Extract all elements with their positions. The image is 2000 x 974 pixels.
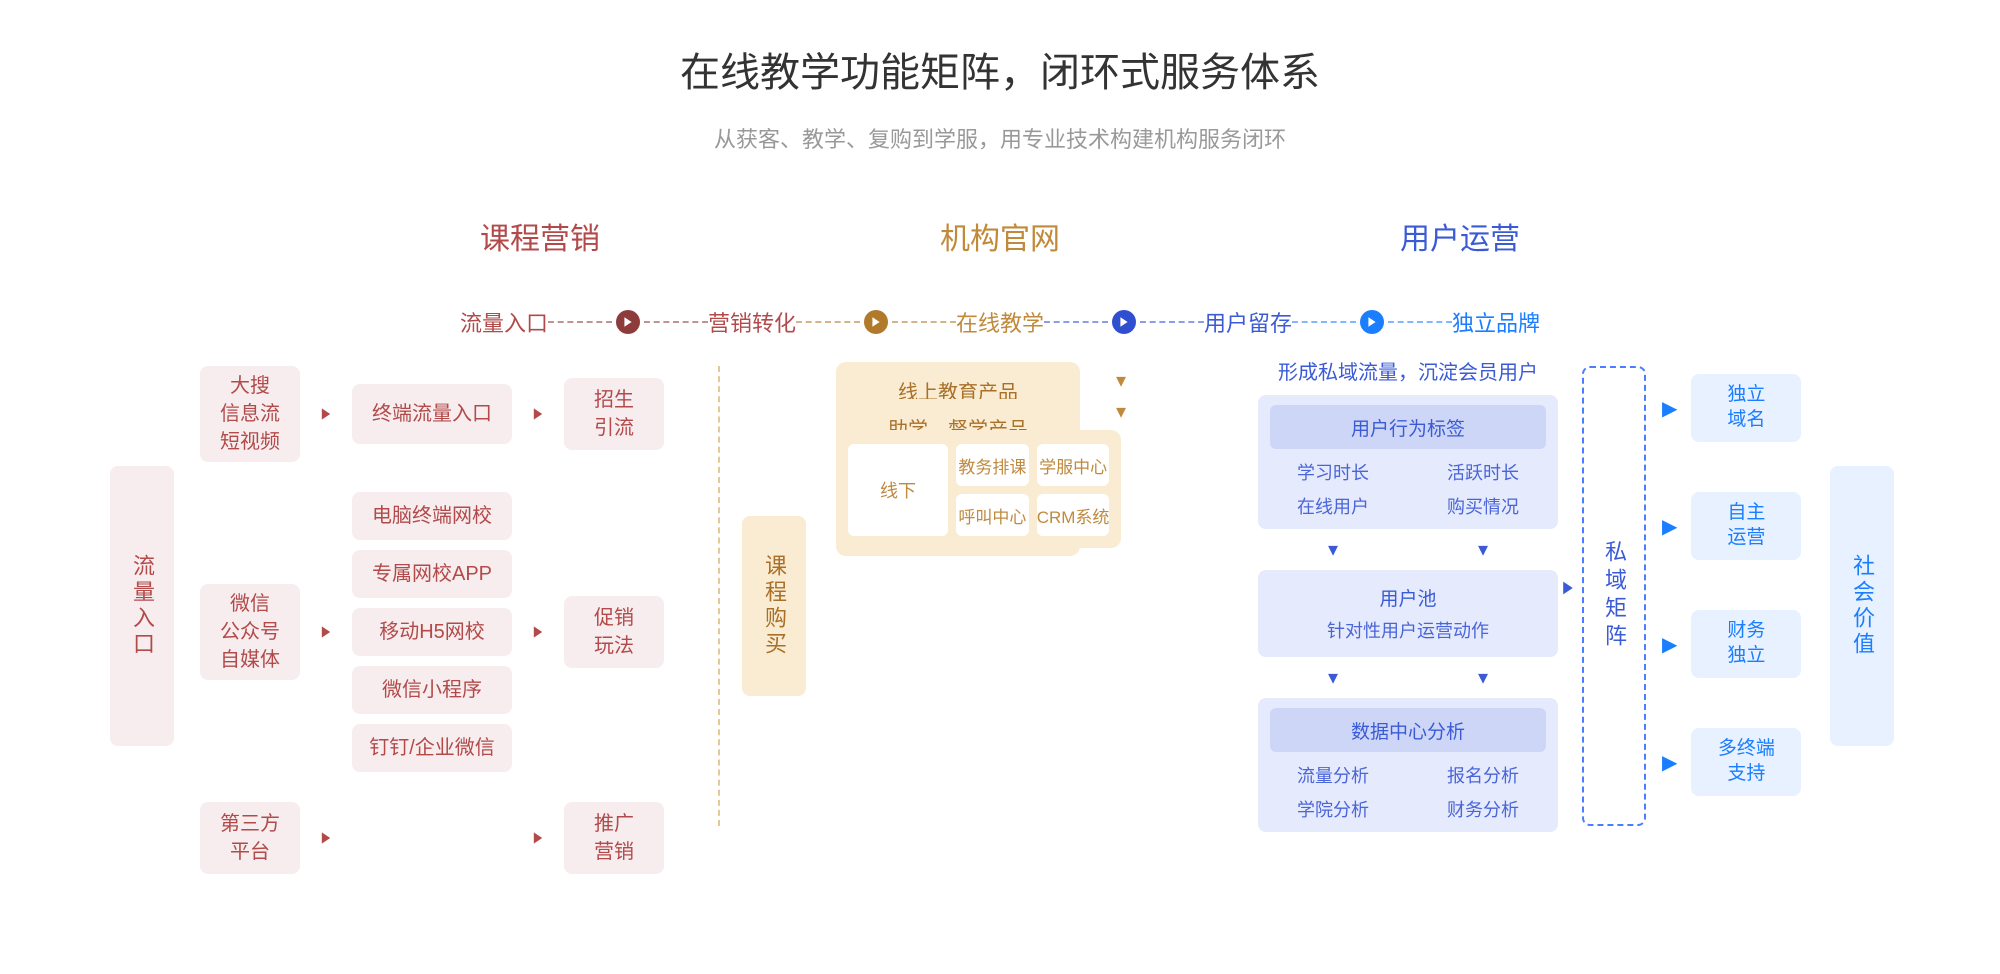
red-box: 专属网校APP — [352, 550, 512, 598]
blue-column: 形成私域流量，沉淀会员用户 用户行为标签 学习时长活跃时长在线用户购买情况 ▾▾… — [1258, 356, 1558, 832]
down-arrows: ▾▾ — [1258, 665, 1558, 690]
blue-pool-title: 用户池 — [1270, 584, 1546, 611]
blue-item: 购买情况 — [1420, 493, 1546, 519]
chevron-right-icon — [314, 625, 338, 639]
blue-item: 流量分析 — [1270, 762, 1396, 788]
red-box: 第三方 平台 — [200, 802, 300, 874]
section-site: 机构官网 — [940, 214, 1060, 258]
blue-item: 财务分析 — [1420, 796, 1546, 822]
pillar-private-domain: 私域矩阵 — [1582, 366, 1646, 826]
brand-row: ▶ 独立 域名 — [1662, 374, 1801, 442]
pillar-purchase: 课程购买 — [742, 516, 806, 696]
blue-item: 活跃时长 — [1420, 459, 1546, 485]
stage-1: 营销转化 — [708, 306, 796, 338]
blue-outer-title: 形成私域流量，沉淀会员用户 — [1258, 356, 1558, 385]
blue-box-bottom: 数据中心分析 流量分析报名分析学院分析财务分析 — [1258, 698, 1558, 832]
section-marketing: 课程营销 — [480, 214, 600, 258]
chevron-right-icon — [526, 407, 550, 421]
stage-row: 流量入口 营销转化 在线教学 用户留存 独立品牌 — [0, 306, 2000, 338]
brand-column: ▶ 独立 域名 ▶ 自主 运营 ▶ 财务 独立 ▶ 多终端 支持 — [1662, 374, 1801, 796]
chevron-down-icon: ▾ — [1328, 665, 1338, 690]
red-box: 推广 营销 — [564, 802, 664, 874]
orange-column: 线上教育产品 在线直播录播课音频课公开课课程包在线题库 ▾▾ 助学、督学产品 作… — [836, 362, 1216, 430]
chevron-right-icon — [314, 407, 338, 421]
red-box: 招生 引流 — [564, 378, 664, 450]
offline-label: 线下 — [848, 444, 948, 536]
chevron-down-icon: ▾ — [1116, 399, 1126, 424]
chevron-right-icon: ▶ — [1662, 514, 1677, 539]
section-ops: 用户运营 — [1400, 214, 1520, 258]
chevron-right-icon: ▶ — [1662, 750, 1677, 775]
blue-pool: 用户池 针对性用户运营动作 — [1258, 570, 1558, 657]
sections-header: 课程营销 机构官网 用户运营 — [0, 214, 2000, 258]
red-box: 微信小程序 — [352, 666, 512, 714]
stage-arrow-2 — [1044, 310, 1204, 334]
red-box: 移动H5网校 — [352, 608, 512, 656]
chevron-down-icon: ▾ — [1328, 537, 1338, 562]
red-box: 钉钉/企业微信 — [352, 724, 512, 772]
red-box: 微信 公众号 自媒体 — [200, 584, 300, 680]
stage-3: 用户留存 — [1204, 306, 1292, 338]
brand-box: 自主 运营 — [1691, 492, 1801, 560]
chevron-right-icon — [526, 831, 550, 845]
chevron-down-icon: ▾ — [1116, 368, 1126, 393]
blue-item: 学院分析 — [1270, 796, 1396, 822]
blue-box-top: 用户行为标签 学习时长活跃时长在线用户购买情况 — [1258, 395, 1558, 529]
red-box: 电脑终端网校 — [352, 492, 512, 540]
orange-panel-offline: 线下 教务排课学服中心呼叫中心CRM系统 — [836, 430, 1121, 548]
red-row-0: 大搜 信息流 短视频 终端流量入口 招生 引流 — [200, 366, 664, 462]
stage-arrow-3 — [1292, 310, 1452, 334]
blue-pool-sub: 针对性用户运营动作 — [1270, 617, 1546, 643]
red-box: 促销 玩法 — [564, 596, 664, 668]
red-column: 大搜 信息流 短视频 终端流量入口 招生 引流 微信 公众号 自媒体 电脑终端网… — [200, 366, 664, 874]
chevron-right-icon — [1560, 580, 1576, 601]
page-title: 在线教学功能矩阵，闭环式服务体系 — [0, 0, 2000, 98]
brand-box: 独立 域名 — [1691, 374, 1801, 442]
brand-box: 财务 独立 — [1691, 610, 1801, 678]
stage-4: 独立品牌 — [1452, 306, 1540, 338]
stage-arrow-0 — [548, 310, 708, 334]
chevron-down-icon: ▾ — [1478, 665, 1488, 690]
blue-item: 学习时长 — [1270, 459, 1396, 485]
chevron-right-icon: ▶ — [1662, 396, 1677, 421]
chevron-right-icon: ▶ — [1662, 632, 1677, 657]
blue-item: 在线用户 — [1270, 493, 1396, 519]
orange-chip: 学服中心 — [1037, 444, 1110, 486]
brand-row: ▶ 自主 运营 — [1662, 492, 1801, 560]
page-subtitle: 从获客、教学、复购到学服，用专业技术构建机构服务闭环 — [0, 122, 2000, 154]
orange-chip: 教务排课 — [956, 444, 1029, 486]
diagram-body: 流量入口 课程购买 社会价值 私域矩阵 大搜 信息流 短视频 终端流量入口 招生 引流… — [0, 366, 2000, 886]
red-row-1: 微信 公众号 自媒体 电脑终端网校专属网校APP 移动H5网校微信小程序钉钉/企业… — [200, 492, 664, 772]
divider-line — [718, 366, 720, 826]
down-arrows: ▾▾ — [1258, 537, 1558, 562]
stage-2: 在线教学 — [956, 306, 1044, 338]
chevron-right-icon — [314, 831, 338, 845]
orange-chip: CRM系统 — [1037, 494, 1110, 536]
brand-row: ▶ 多终端 支持 — [1662, 728, 1801, 796]
brand-box: 多终端 支持 — [1691, 728, 1801, 796]
chevron-right-icon — [526, 625, 550, 639]
blue-item: 报名分析 — [1420, 762, 1546, 788]
pillar-social-value: 社会价值 — [1830, 466, 1894, 746]
stage-0: 流量入口 — [460, 306, 548, 338]
pillar-traffic-entry: 流量入口 — [110, 466, 174, 746]
chevron-down-icon: ▾ — [1478, 537, 1488, 562]
stage-arrow-1 — [796, 310, 956, 334]
orange-chip: 呼叫中心 — [956, 494, 1029, 536]
blue-box-title: 用户行为标签 — [1270, 405, 1546, 449]
brand-row: ▶ 财务 独立 — [1662, 610, 1801, 678]
red-row-2: 第三方 平台 推广 营销 — [200, 802, 664, 874]
red-box: 终端流量入口 — [352, 384, 512, 444]
red-box: 大搜 信息流 短视频 — [200, 366, 300, 462]
blue-box-title: 数据中心分析 — [1270, 708, 1546, 752]
